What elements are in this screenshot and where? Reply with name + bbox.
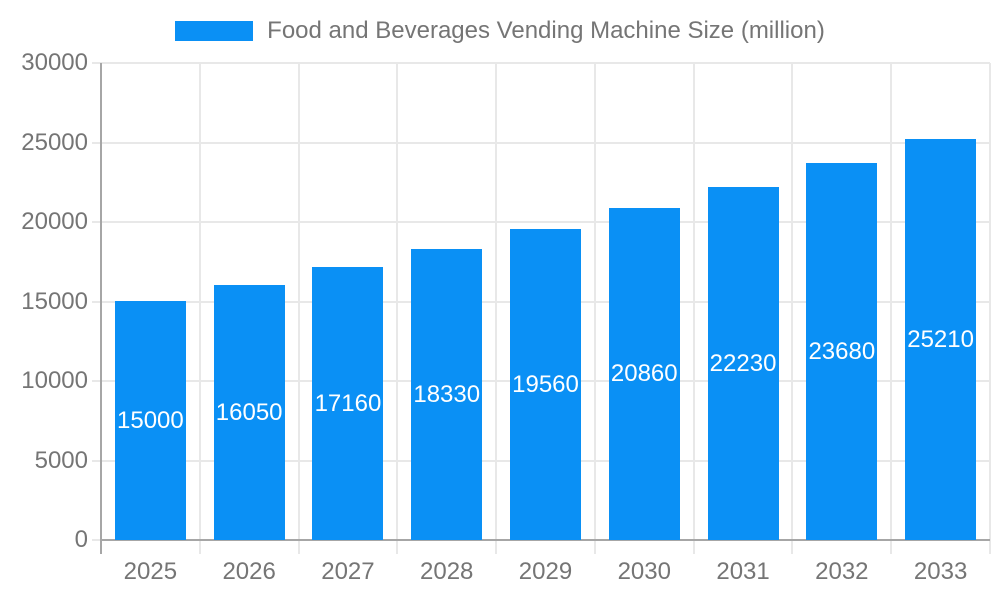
- legend-swatch: [175, 21, 254, 41]
- y-tick: [92, 300, 101, 303]
- gridline-horizontal: [101, 141, 990, 144]
- x-tick-label: 2028: [420, 558, 474, 585]
- bar-value-label: 19560: [512, 370, 579, 398]
- x-tick-label: 2030: [617, 558, 671, 585]
- gridline-vertical: [890, 63, 893, 554]
- y-tick-label: 25000: [21, 128, 88, 156]
- x-tick-label: 2026: [222, 558, 276, 585]
- bar-2032[interactable]: [806, 163, 878, 540]
- y-tick: [92, 221, 101, 223]
- x-tick-label: 2029: [518, 558, 573, 585]
- legend[interactable]: Food and Beverages Vending Machine Size …: [0, 17, 1000, 45]
- gridline-vertical: [989, 63, 991, 554]
- bar-2025[interactable]: [114, 301, 186, 540]
- y-tick-label: 10000: [21, 367, 88, 394]
- bar-2026[interactable]: [213, 285, 285, 540]
- x-axis-line: [100, 539, 990, 541]
- bar-value-label: 17160: [314, 389, 382, 417]
- x-tick-label: 2032: [815, 558, 869, 585]
- y-tick: [92, 141, 101, 144]
- gridline-horizontal: [101, 62, 990, 64]
- bar-2029[interactable]: [510, 229, 581, 540]
- bar-value-label: 15000: [117, 406, 184, 434]
- x-tick-label: 2025: [123, 558, 178, 585]
- x-tick-label: 2027: [321, 558, 375, 585]
- y-tick-label: 30000: [21, 49, 88, 76]
- gridline-vertical: [198, 63, 201, 554]
- y-tick: [92, 539, 101, 541]
- gridline-vertical: [692, 63, 695, 554]
- bar-value-label: 25210: [907, 325, 974, 353]
- y-tick: [92, 380, 101, 382]
- y-tick: [92, 62, 101, 64]
- y-tick-label: 5000: [34, 446, 88, 474]
- y-tick: [92, 459, 101, 462]
- chart-title: Food and Beverages Vending Machine Size …: [267, 17, 825, 44]
- bar-value-label: 20860: [610, 360, 678, 387]
- gridline-vertical: [593, 63, 596, 554]
- bar-value-label: 23680: [808, 337, 876, 365]
- x-tick-label: 2031: [716, 558, 770, 585]
- bar-2027[interactable]: [312, 267, 384, 540]
- y-tick-label: 15000: [21, 287, 88, 315]
- gridline-vertical: [396, 63, 399, 554]
- bar-2030[interactable]: [608, 208, 680, 540]
- bar-2033[interactable]: [905, 139, 977, 540]
- gridline-vertical: [495, 63, 498, 554]
- bar-value-label: 16050: [215, 398, 283, 426]
- y-tick-label: 20000: [21, 208, 88, 235]
- bar-value-label: 22230: [709, 349, 777, 377]
- gridline-horizontal: [101, 221, 990, 223]
- bar-2028[interactable]: [411, 249, 483, 540]
- gridline-vertical: [297, 63, 300, 554]
- y-axis-line: [100, 63, 102, 554]
- y-tick-label: 0: [74, 526, 88, 553]
- x-tick-label: 2033: [913, 558, 968, 585]
- bar-value-label: 18330: [413, 380, 481, 408]
- gridline-vertical: [791, 63, 794, 554]
- bar-2031[interactable]: [707, 187, 779, 540]
